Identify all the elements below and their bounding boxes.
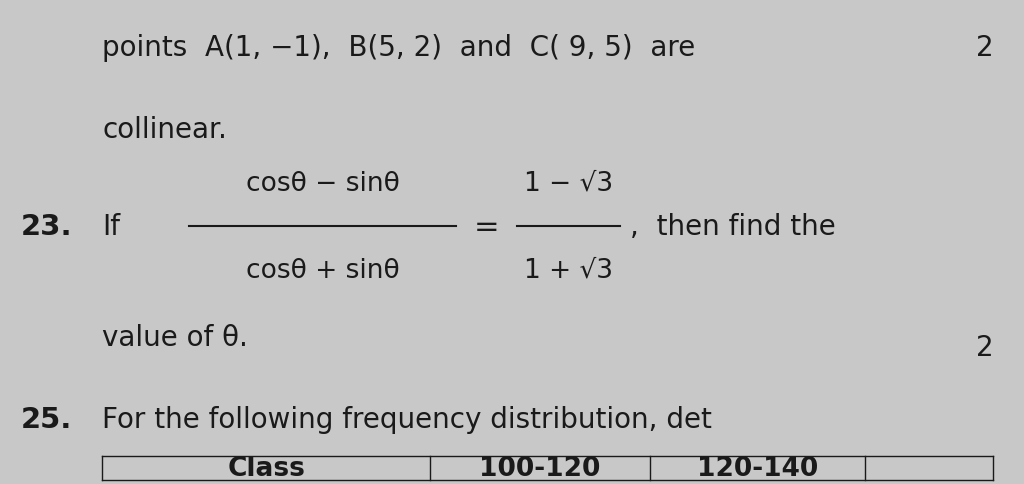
Text: For the following frequency distribution, det: For the following frequency distribution… <box>102 406 713 434</box>
Text: Class: Class <box>227 455 305 481</box>
Text: 120-140: 120-140 <box>697 455 818 481</box>
Text: 2: 2 <box>976 333 993 361</box>
Text: cosθ + sinθ: cosθ + sinθ <box>246 257 399 283</box>
Text: points  A(1, −1),  B(5, 2)  and  C( 9, 5)  are: points A(1, −1), B(5, 2) and C( 9, 5) ar… <box>102 34 695 61</box>
Text: 1 + √3: 1 + √3 <box>524 257 612 283</box>
Text: If: If <box>102 212 121 241</box>
Text: 25.: 25. <box>20 406 72 434</box>
Text: value of θ.: value of θ. <box>102 324 248 351</box>
Text: collinear.: collinear. <box>102 116 227 144</box>
Text: 1 − √3: 1 − √3 <box>523 170 613 196</box>
Text: cosθ − sinθ: cosθ − sinθ <box>246 170 399 196</box>
Text: =: = <box>473 212 500 241</box>
Text: 23.: 23. <box>20 212 72 241</box>
Text: 2: 2 <box>976 34 993 61</box>
Text: 100-120: 100-120 <box>479 455 601 481</box>
Text: ,  then find the: , then find the <box>630 212 836 241</box>
